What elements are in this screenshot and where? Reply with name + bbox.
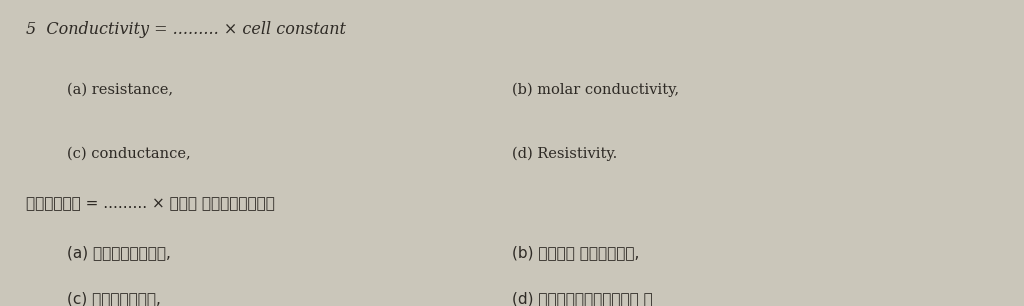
Text: (c) conductance,: (c) conductance, [67, 147, 190, 161]
Text: (d) प्रतिरोधकता ।: (d) प्रतिरोधकता । [512, 291, 652, 306]
Text: (b) मोलर चालकता,: (b) मोलर चालकता, [512, 245, 639, 260]
Text: (b) molar conductivity,: (b) molar conductivity, [512, 83, 679, 97]
Text: (d) Resistivity.: (d) Resistivity. [512, 147, 617, 161]
Text: (c) चालकत्व,: (c) चालकत्व, [67, 291, 161, 306]
Text: 5  Conductivity = ......... × cell constant: 5 Conductivity = ......... × cell consta… [26, 21, 345, 39]
Text: (a) प्रतिरोध,: (a) प्रतिरोध, [67, 245, 170, 260]
Text: चालकता = ......... × सेल स्थिरांक: चालकता = ......... × सेल स्थिरांक [26, 196, 274, 211]
Text: (a) resistance,: (a) resistance, [67, 83, 173, 97]
